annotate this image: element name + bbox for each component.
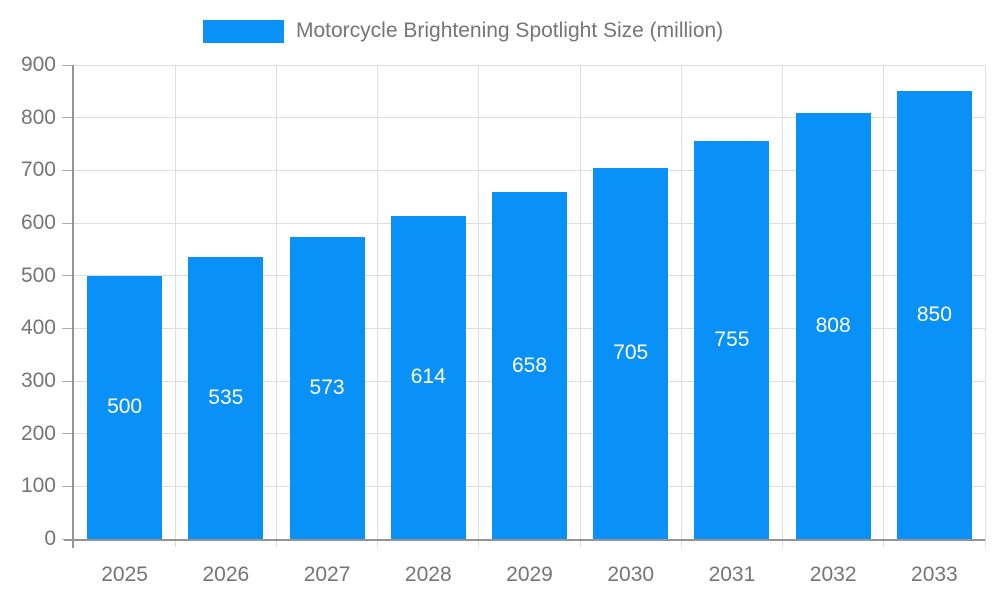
gridline-vertical (579, 65, 581, 539)
x-axis-tick (782, 539, 784, 547)
y-axis-tick (62, 117, 72, 119)
x-axis-tick-label: 2025 (101, 563, 148, 586)
gridline-horizontal (74, 64, 985, 66)
gridline-vertical (478, 65, 480, 539)
y-axis-tick-label: 100 (20, 474, 56, 498)
y-axis-tick (62, 380, 72, 382)
gridline-horizontal (74, 117, 985, 119)
x-axis-tick-label: 2032 (809, 563, 857, 586)
bar-value-label: 614 (410, 365, 446, 389)
y-axis-tick-label: 800 (20, 105, 56, 129)
bar-2031 (694, 141, 770, 539)
bar-2025 (87, 275, 163, 539)
x-axis-tick (984, 539, 986, 547)
legend-label: Motorcycle Brightening Spotlight Size (m… (296, 19, 724, 42)
gridline-vertical (275, 65, 277, 539)
bar-value-label: 808 (815, 314, 851, 338)
x-axis-tick (680, 539, 682, 547)
y-axis-tick-label: 700 (20, 158, 56, 182)
y-axis-tick-label: 300 (20, 369, 56, 392)
bar-2033 (896, 91, 972, 539)
bar-2028 (390, 215, 466, 539)
bar-value-label: 535 (208, 386, 244, 410)
bar-2026 (188, 257, 264, 539)
x-axis-line (64, 539, 985, 541)
x-axis-tick-label: 2026 (202, 563, 250, 586)
gridline-vertical (174, 65, 176, 539)
y-axis-tick (62, 485, 72, 487)
x-axis-tick-label: 2030 (607, 563, 655, 586)
x-axis-tick (275, 539, 277, 547)
y-axis-tick (62, 64, 72, 66)
gridline-vertical (883, 65, 885, 539)
gridline-vertical (782, 65, 784, 539)
x-axis-tick-label: 2031 (708, 563, 756, 586)
y-axis-tick (62, 433, 72, 435)
bar-value-label: 850 (916, 303, 952, 327)
gridline-vertical (377, 65, 379, 539)
bar-value-label: 755 (714, 328, 750, 352)
bar-2029 (492, 192, 567, 539)
y-axis-tick-label: 600 (20, 211, 56, 234)
y-axis-tick-label: 0 (44, 527, 56, 550)
x-axis-tick (174, 539, 176, 547)
x-axis-tick-label: 2029 (506, 563, 553, 586)
gridline-vertical (680, 65, 682, 539)
legend-swatch (203, 20, 284, 43)
y-axis-tick (62, 275, 72, 277)
x-axis-tick (377, 539, 379, 547)
y-axis-tick-label: 200 (20, 421, 56, 445)
x-axis-tick-label: 2028 (404, 563, 452, 586)
x-axis-tick (579, 539, 581, 547)
bar-value-label: 500 (107, 395, 143, 419)
gridline-vertical (984, 65, 986, 539)
bar-value-label: 705 (613, 341, 649, 365)
y-axis-tick-label: 900 (20, 53, 56, 76)
x-axis-tick-label: 2027 (303, 563, 351, 586)
y-axis-tick (62, 222, 72, 224)
x-axis-tick-label: 2033 (911, 563, 958, 586)
bar-value-label: 658 (511, 353, 548, 377)
bar-2027 (289, 237, 365, 539)
bar-2032 (795, 113, 871, 539)
legend: Motorcycle Brightening Spotlight Size (m… (0, 0, 1000, 50)
bar-2030 (593, 167, 669, 539)
x-axis-tick (478, 539, 480, 547)
y-axis-tick-label: 500 (20, 263, 56, 287)
bar-value-label: 573 (309, 376, 345, 400)
y-axis-line (72, 65, 74, 548)
gridline-horizontal (74, 169, 985, 171)
x-axis-tick (883, 539, 885, 547)
y-axis-tick-label: 400 (20, 316, 56, 340)
y-axis-tick (62, 169, 72, 171)
y-axis-tick (62, 327, 72, 329)
